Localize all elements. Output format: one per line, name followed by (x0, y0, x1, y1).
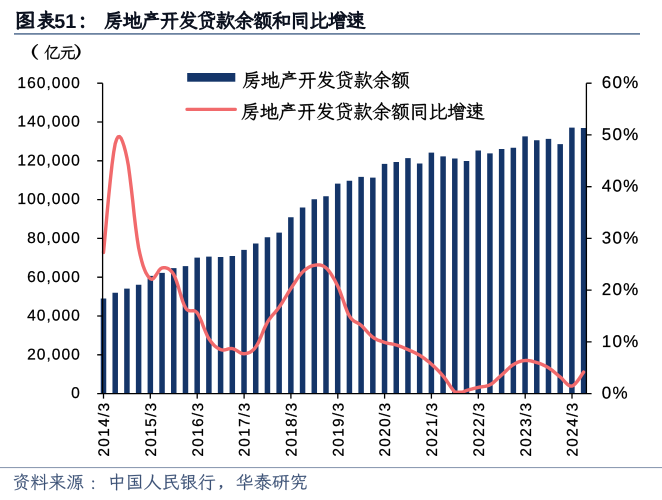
svg-text:40%: 40% (602, 177, 640, 196)
svg-text:140,000: 140,000 (17, 114, 80, 131)
svg-text:2020/3: 2020/3 (377, 401, 394, 456)
svg-text:2023/3: 2023/3 (518, 401, 535, 456)
svg-text:10%: 10% (602, 332, 640, 351)
svg-text:2019/3: 2019/3 (330, 401, 347, 456)
svg-text:2022/3: 2022/3 (471, 401, 488, 456)
svg-text:20,000: 20,000 (27, 346, 81, 363)
svg-text:160,000: 160,000 (17, 75, 80, 92)
svg-text:2015/3: 2015/3 (143, 401, 160, 456)
svg-text:30%: 30% (602, 228, 640, 247)
svg-text:80,000: 80,000 (27, 230, 81, 247)
svg-text:2017/3: 2017/3 (237, 401, 254, 456)
svg-text:51: 51 (54, 11, 76, 33)
svg-text:2018/3: 2018/3 (284, 401, 301, 456)
svg-text:50%: 50% (602, 125, 640, 144)
svg-text:0: 0 (71, 385, 81, 402)
svg-text:60%: 60% (602, 73, 640, 92)
svg-text:20%: 20% (602, 280, 640, 299)
svg-text:2021/3: 2021/3 (424, 401, 441, 456)
svg-text:2014/3: 2014/3 (96, 401, 113, 456)
svg-text:120,000: 120,000 (17, 152, 80, 169)
svg-text:60,000: 60,000 (27, 269, 81, 286)
svg-text:2016/3: 2016/3 (190, 401, 207, 456)
svg-text:2024/3: 2024/3 (565, 401, 582, 456)
svg-text:0%: 0% (602, 384, 629, 403)
svg-text:100,000: 100,000 (17, 191, 80, 208)
svg-text:40,000: 40,000 (27, 308, 81, 325)
